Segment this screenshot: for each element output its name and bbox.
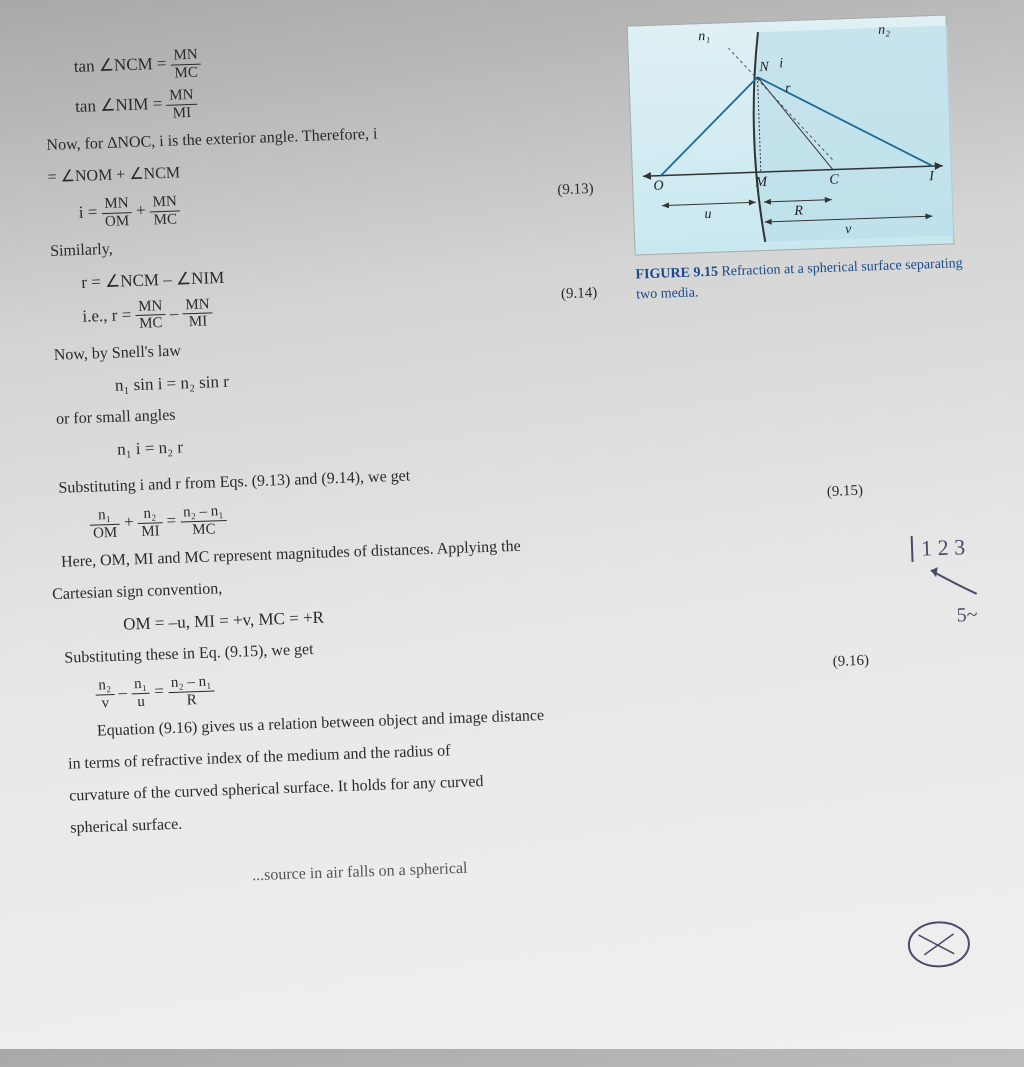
frac-sub2: n₂ MI — [137, 506, 163, 541]
frac-sub1: n₁ OM — [89, 507, 120, 542]
text-bottom: ...source in air falls on a spherical — [52, 839, 996, 896]
label-n1: n₁ — [698, 29, 710, 45]
eqnum-916: (9.16) — [832, 651, 869, 673]
frac-final3: n₂ – n₁ R — [168, 674, 216, 710]
frac-final1: n₂ v — [95, 677, 115, 712]
handwriting-arrow-icon — [926, 563, 987, 605]
label-i: i — [779, 56, 783, 72]
label-r: r — [785, 81, 791, 97]
tan-nim-label: tan ∠NIM = — [75, 94, 163, 116]
frac-sub3: n₂ – n₁ MC — [180, 503, 228, 539]
sub-plus: + — [124, 513, 134, 532]
i-plus: + — [136, 201, 146, 220]
label-N: N — [759, 60, 769, 76]
handwriting-nums: 1 2 3 — [911, 534, 966, 562]
frac-mn-mc: MN MC — [170, 47, 201, 82]
frac-i1: MN OM — [101, 195, 132, 230]
eqnum-913: (9.13) — [557, 179, 594, 201]
eqnum-914: (9.14) — [561, 283, 598, 305]
handwriting-circle-icon — [898, 913, 980, 976]
label-u: u — [704, 207, 712, 223]
label-I: I — [929, 169, 934, 185]
label-C: C — [829, 172, 839, 188]
handwriting-scribble: 5~ — [956, 604, 978, 628]
label-n2: n₂ — [878, 23, 890, 39]
ie-r-label: i.e., r = — [82, 305, 131, 326]
i-label: i = — [79, 202, 98, 222]
frac-i2: MN MC — [149, 193, 180, 228]
final-eq: = — [154, 681, 164, 700]
label-O: O — [653, 179, 664, 195]
frac-final2: n₁ u — [131, 676, 151, 711]
eqnum-915: (9.15) — [826, 481, 863, 503]
r-minus: – — [170, 303, 179, 322]
r-angle-label: r = ∠NCM – ∠NIM — [81, 268, 225, 292]
frac-r1: MN MC — [135, 298, 166, 333]
frac-r2: MN MI — [182, 296, 213, 331]
sub-eq: = — [166, 511, 176, 530]
figure-caption: FIGURE 9.15 Refraction at a spherical su… — [635, 254, 976, 305]
frac-mn-mi: MN MI — [166, 87, 197, 122]
label-v: v — [845, 222, 852, 238]
tan-ncm-label: tan ∠NCM = — [73, 54, 166, 76]
label-M: M — [755, 175, 767, 191]
label-R: R — [794, 204, 803, 220]
final-minus: – — [118, 683, 127, 702]
figure-diagram: n₁ n₂ N i r O M C I u R v — [627, 15, 955, 256]
figure-number: FIGURE 9.15 — [635, 265, 718, 283]
figure-svg — [628, 15, 956, 256]
